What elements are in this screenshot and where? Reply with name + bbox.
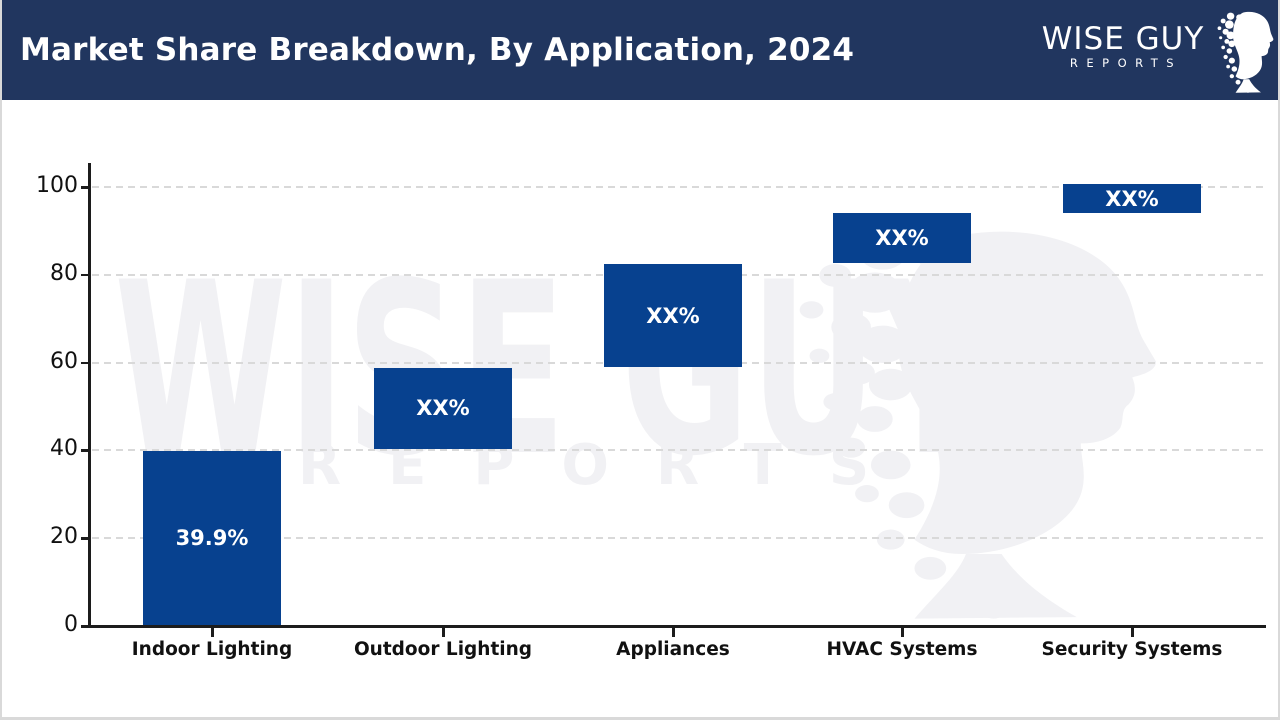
brand-logo: WISE GUY REPORTS xyxy=(1036,8,1276,94)
header-bar: Market Share Breakdown, By Application, … xyxy=(2,0,1278,100)
x-tick-label-4: HVAC Systems xyxy=(826,639,978,660)
y-tick-20 xyxy=(81,537,90,540)
brand-name: WISE GUY xyxy=(1041,21,1205,57)
brand-head-icon xyxy=(1217,11,1274,93)
bar-value-label: XX% xyxy=(646,303,700,328)
gridline-40 xyxy=(92,449,1266,452)
y-tick-40 xyxy=(81,449,90,452)
bar-hvac-systems: XX% xyxy=(833,212,971,264)
bar-value-label: XX% xyxy=(875,226,929,251)
y-axis xyxy=(88,163,91,628)
watermark-head-icon xyxy=(799,231,1157,619)
chart-title: Market Share Breakdown, By Application, … xyxy=(20,32,855,68)
x-tick-label-3: Appliances xyxy=(616,639,730,660)
x-axis xyxy=(88,625,1266,628)
x-tick-1 xyxy=(211,628,214,637)
brand-subname: REPORTS xyxy=(1069,56,1183,70)
bar-appliances: XX% xyxy=(604,264,742,367)
bar-security-systems: XX% xyxy=(1063,184,1201,214)
x-tick-3 xyxy=(672,628,675,637)
bar-outdoor-lighting: XX% xyxy=(374,368,512,449)
y-tick-0 xyxy=(81,625,90,628)
bar-value-label: 39.9% xyxy=(175,526,249,551)
y-tick-label-20: 20 xyxy=(50,524,78,550)
x-tick-label-1: Indoor Lighting xyxy=(131,639,293,660)
y-tick-label-0: 0 xyxy=(64,612,78,637)
bar-indoor-lighting: 39.9% xyxy=(143,450,281,626)
gridline-20 xyxy=(92,537,1266,540)
brand-logo-text: WISE GUY REPORTS xyxy=(1036,24,1210,70)
y-tick-100 xyxy=(81,186,90,189)
y-tick-80 xyxy=(81,273,90,277)
x-tick-4 xyxy=(901,628,904,637)
bar-value-label: XX% xyxy=(1105,186,1159,211)
y-tick-label-60: 60 xyxy=(50,348,78,374)
y-tick-label-100: 100 xyxy=(36,173,78,198)
x-tick-label-2: Outdoor Lighting xyxy=(353,639,533,660)
x-tick-2 xyxy=(442,628,445,637)
bar-value-label: XX% xyxy=(416,396,470,421)
y-tick-label-40: 40 xyxy=(50,436,78,462)
gridline-100 xyxy=(92,186,1266,188)
x-tick-5 xyxy=(1131,628,1134,637)
y-tick-60 xyxy=(81,361,90,365)
y-tick-label-80: 80 xyxy=(50,260,78,286)
x-tick-label-5: Security Systems xyxy=(1041,639,1223,660)
